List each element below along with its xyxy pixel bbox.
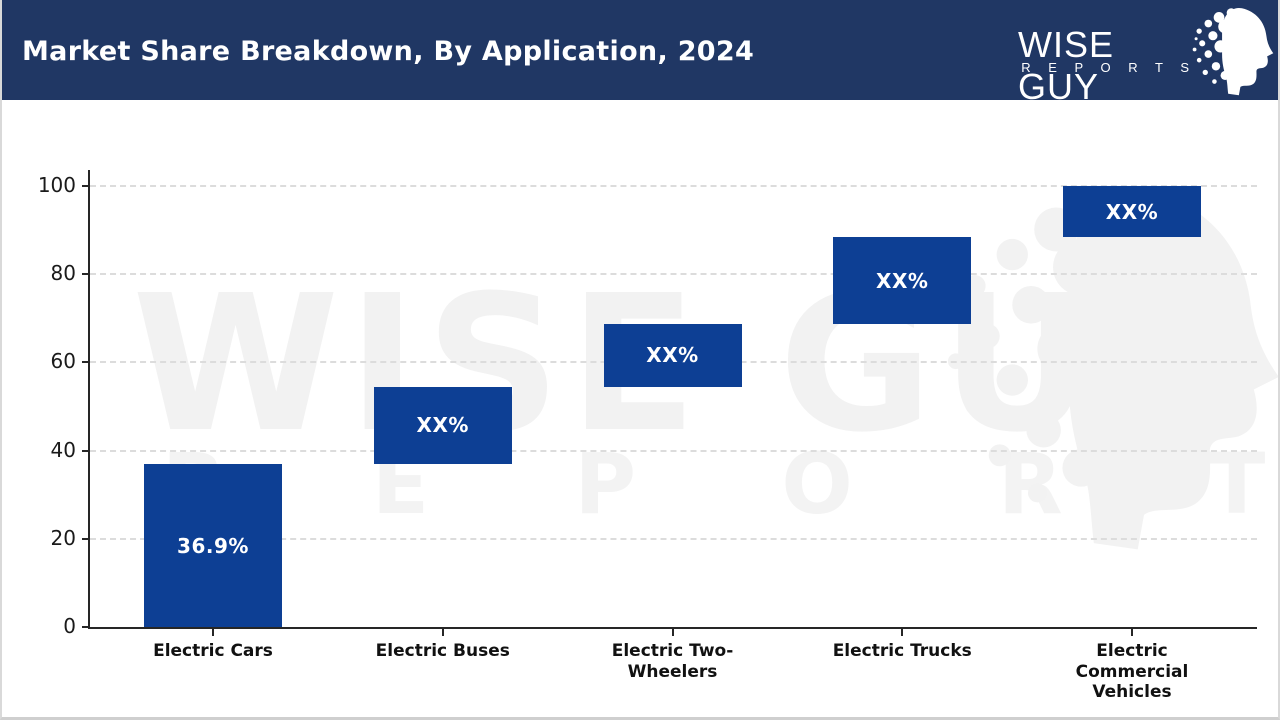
chart-title: Market Share Breakdown, By Application, …: [22, 36, 755, 67]
x-tick-mark: [901, 629, 904, 636]
y-tick-label: 60: [50, 349, 76, 374]
gridline: [90, 449, 1257, 452]
x-category-label: Electric Buses: [375, 641, 510, 661]
y-tick-label: 0: [63, 614, 76, 638]
x-tick-mark: [671, 629, 674, 636]
bar-segment: XX%: [833, 237, 972, 325]
y-tick-label: 40: [50, 437, 76, 462]
x-tick-mark: [1131, 629, 1133, 636]
y-tick-label: 80: [50, 261, 76, 286]
y-tick-label: 20: [50, 525, 76, 550]
gridline: [90, 185, 1257, 187]
x-category-label: Electric Commercial Vehicles: [1075, 641, 1189, 703]
bar-value-label: XX%: [416, 413, 469, 438]
bar-segment: XX%: [373, 386, 512, 465]
bar-value-label: XX%: [646, 343, 699, 368]
bar-value-label: 36.9%: [177, 533, 249, 558]
logo-wiseguy-text: WISE GUY: [1018, 24, 1115, 107]
bar-segment: XX%: [1063, 186, 1201, 238]
y-tick-mark: [82, 449, 90, 452]
gridline: [90, 537, 1257, 540]
watermark-face-icon: [947, 190, 1278, 550]
y-tick-mark: [82, 185, 90, 187]
y-tick-mark: [82, 537, 90, 540]
x-category-label: Electric Cars: [153, 641, 273, 661]
x-tick-mark: [441, 629, 444, 636]
y-tick-mark: [82, 273, 90, 276]
header-bar: Market Share Breakdown, By Application, …: [2, 0, 1278, 107]
bar-segment: 36.9%: [144, 464, 282, 627]
gridline: [90, 273, 1257, 276]
y-tick-mark: [82, 361, 90, 364]
y-tick-label: 100: [37, 173, 76, 197]
x-category-label: Electric Trucks: [832, 641, 972, 661]
bar-segment: XX%: [603, 324, 742, 387]
y-axis-line: [88, 170, 90, 629]
x-axis-line: [88, 627, 1257, 629]
x-tick-mark: [212, 629, 214, 636]
bar-value-label: XX%: [876, 268, 929, 293]
y-tick-mark: [82, 626, 90, 628]
wise-guy-logo: WISE GUY R E P O R T S: [1018, 0, 1274, 107]
logo-reports-text: R E P O R T S: [1021, 60, 1196, 75]
bar-value-label: XX%: [1105, 199, 1159, 224]
x-category-label: Electric Two-Wheelers: [611, 641, 734, 682]
logo-face-icon: [1192, 7, 1274, 96]
